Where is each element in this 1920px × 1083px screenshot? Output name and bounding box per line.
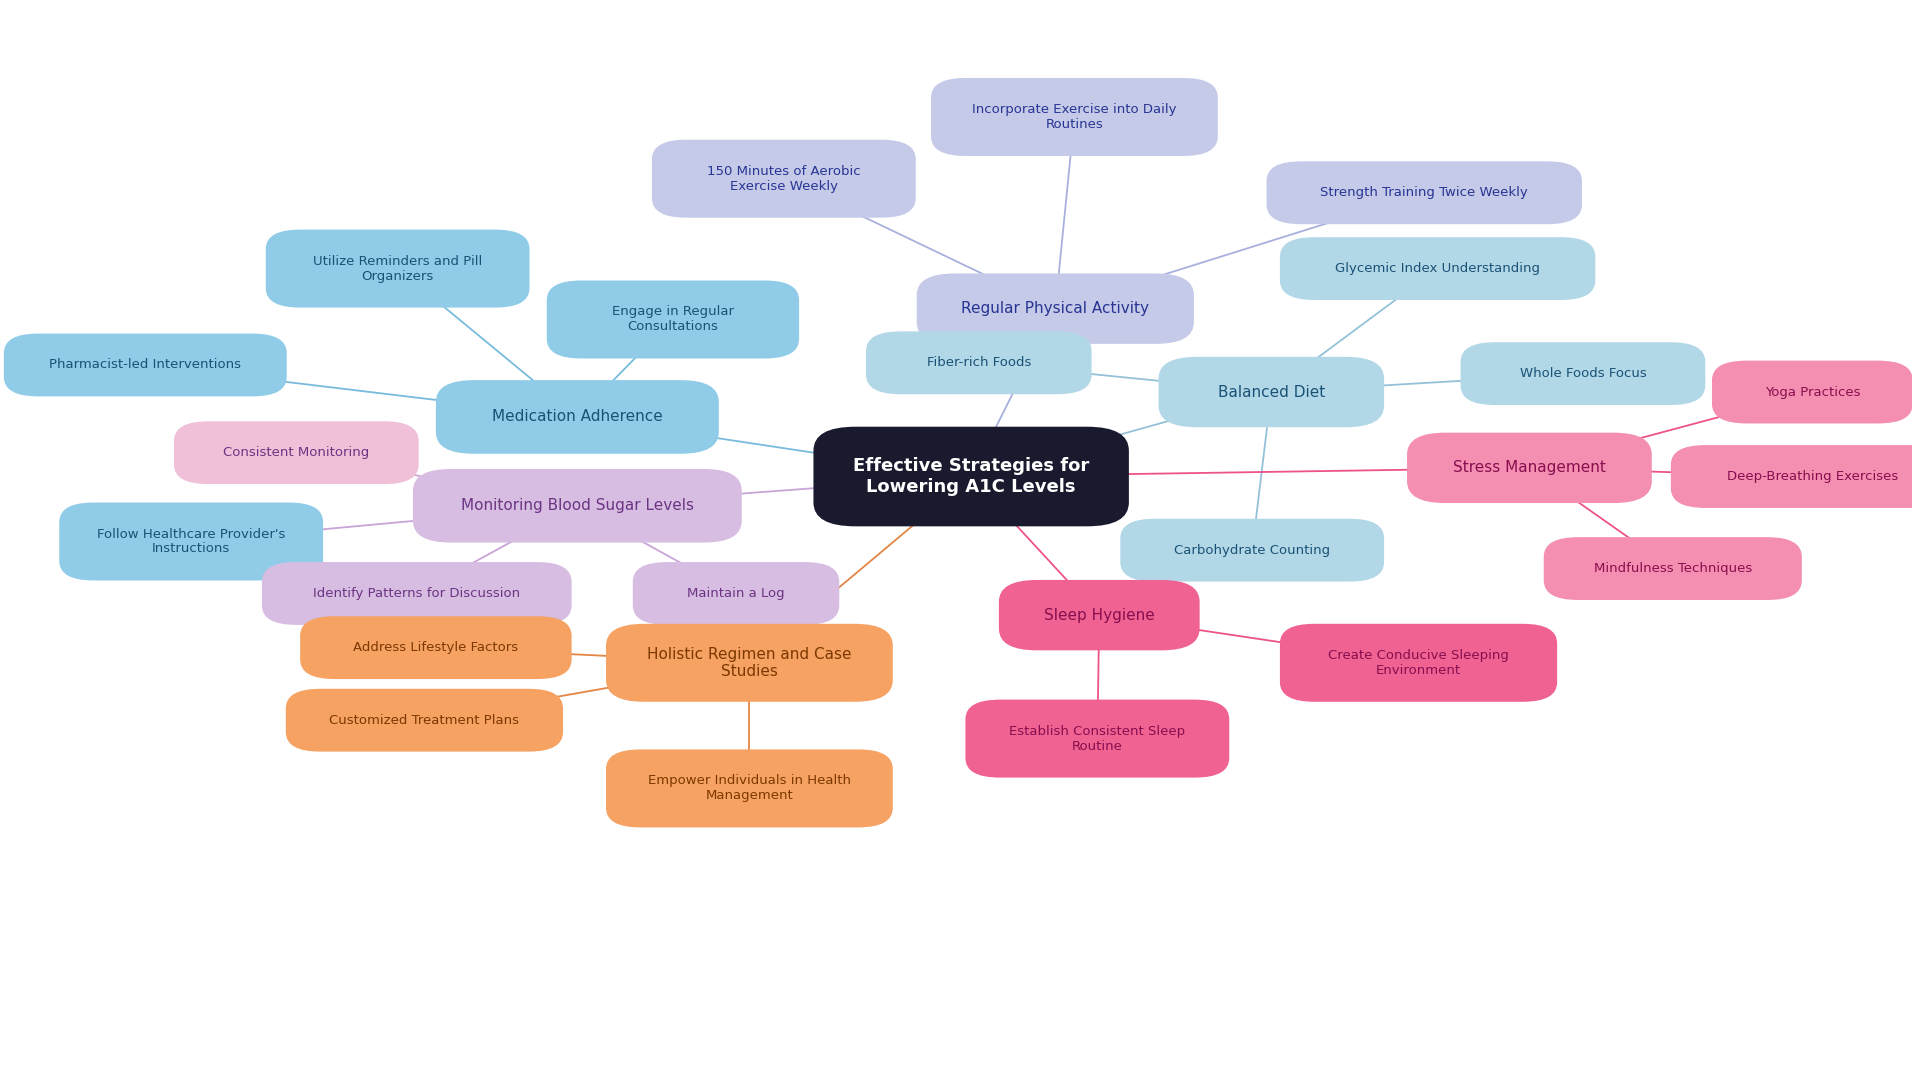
Text: Regular Physical Activity: Regular Physical Activity (962, 301, 1150, 316)
FancyBboxPatch shape (60, 503, 323, 580)
Text: Carbohydrate Counting: Carbohydrate Counting (1175, 544, 1331, 557)
Text: Pharmacist-led Interventions: Pharmacist-led Interventions (50, 358, 242, 371)
Text: Glycemic Index Understanding: Glycemic Index Understanding (1334, 262, 1540, 275)
Text: Create Conducive Sleeping
Environment: Create Conducive Sleeping Environment (1329, 649, 1509, 677)
FancyBboxPatch shape (1281, 624, 1557, 702)
Text: Medication Adherence: Medication Adherence (492, 409, 662, 425)
Text: Establish Consistent Sleep
Routine: Establish Consistent Sleep Routine (1010, 725, 1185, 753)
Text: Identify Patterns for Discussion: Identify Patterns for Discussion (313, 587, 520, 600)
FancyBboxPatch shape (607, 624, 893, 702)
Text: Incorporate Exercise into Daily
Routines: Incorporate Exercise into Daily Routines (972, 103, 1177, 131)
FancyBboxPatch shape (653, 140, 916, 218)
FancyBboxPatch shape (634, 562, 839, 625)
FancyBboxPatch shape (4, 334, 286, 396)
FancyBboxPatch shape (1670, 445, 1920, 508)
Text: Maintain a Log: Maintain a Log (687, 587, 785, 600)
Text: Strength Training Twice Weekly: Strength Training Twice Weekly (1321, 186, 1528, 199)
Text: Mindfulness Techniques: Mindfulness Techniques (1594, 562, 1751, 575)
FancyBboxPatch shape (1544, 537, 1801, 600)
Text: Fiber-rich Foods: Fiber-rich Foods (927, 356, 1031, 369)
FancyBboxPatch shape (1267, 161, 1582, 224)
Text: Sleep Hygiene: Sleep Hygiene (1044, 608, 1154, 623)
FancyBboxPatch shape (286, 689, 563, 752)
FancyBboxPatch shape (866, 331, 1092, 394)
FancyBboxPatch shape (265, 230, 530, 308)
Text: Balanced Diet: Balanced Diet (1217, 384, 1325, 400)
FancyBboxPatch shape (607, 749, 893, 827)
Text: Engage in Regular
Consultations: Engage in Regular Consultations (612, 305, 733, 334)
FancyBboxPatch shape (814, 427, 1129, 526)
FancyBboxPatch shape (1281, 237, 1596, 300)
FancyBboxPatch shape (413, 469, 741, 543)
Text: Effective Strategies for
Lowering A1C Levels: Effective Strategies for Lowering A1C Le… (852, 457, 1089, 496)
Text: Address Lifestyle Factors: Address Lifestyle Factors (353, 641, 518, 654)
Text: Monitoring Blood Sugar Levels: Monitoring Blood Sugar Levels (461, 498, 693, 513)
Text: Customized Treatment Plans: Customized Treatment Plans (330, 714, 520, 727)
Text: Holistic Regimen and Case
Studies: Holistic Regimen and Case Studies (647, 647, 852, 679)
Text: Follow Healthcare Provider's
Instructions: Follow Healthcare Provider's Instruction… (98, 527, 286, 556)
FancyBboxPatch shape (1158, 357, 1384, 428)
FancyBboxPatch shape (547, 280, 799, 358)
FancyBboxPatch shape (998, 580, 1200, 650)
Text: 150 Minutes of Aerobic
Exercise Weekly: 150 Minutes of Aerobic Exercise Weekly (707, 165, 860, 193)
FancyBboxPatch shape (1713, 361, 1912, 423)
FancyBboxPatch shape (1119, 519, 1384, 582)
FancyBboxPatch shape (300, 616, 572, 679)
Text: Empower Individuals in Health
Management: Empower Individuals in Health Management (647, 774, 851, 803)
FancyBboxPatch shape (931, 78, 1217, 156)
FancyBboxPatch shape (1461, 342, 1705, 405)
Text: Whole Foods Focus: Whole Foods Focus (1519, 367, 1645, 380)
Text: Deep-Breathing Exercises: Deep-Breathing Exercises (1726, 470, 1899, 483)
FancyBboxPatch shape (436, 380, 718, 454)
FancyBboxPatch shape (916, 274, 1194, 344)
FancyBboxPatch shape (1407, 433, 1651, 503)
FancyBboxPatch shape (966, 700, 1229, 778)
Text: Utilize Reminders and Pill
Organizers: Utilize Reminders and Pill Organizers (313, 255, 482, 283)
Text: Stress Management: Stress Management (1453, 460, 1605, 475)
Text: Yoga Practices: Yoga Practices (1764, 386, 1860, 399)
FancyBboxPatch shape (261, 562, 572, 625)
FancyBboxPatch shape (175, 421, 419, 484)
Text: Consistent Monitoring: Consistent Monitoring (223, 446, 369, 459)
